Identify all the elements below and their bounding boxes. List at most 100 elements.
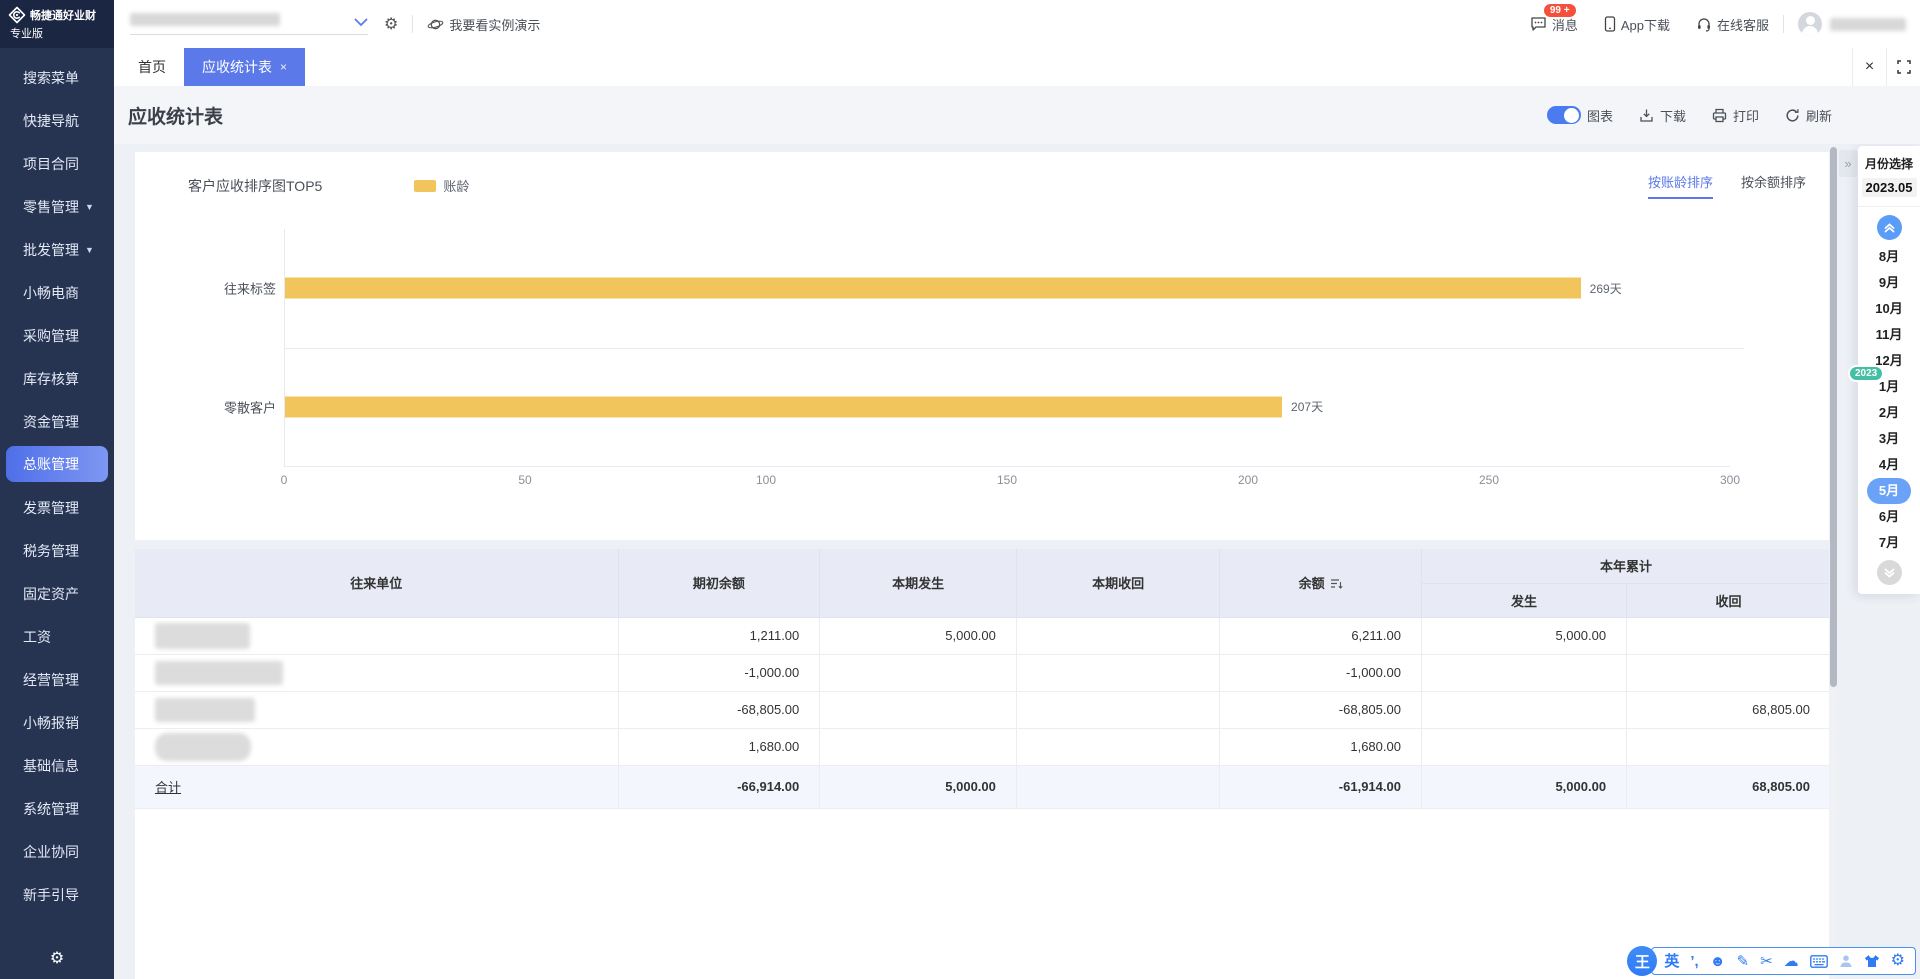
- chart-view-toggle[interactable]: 图表: [1546, 106, 1613, 125]
- unit-name-redacted[interactable]: [135, 653, 619, 692]
- tab-list: 首页 应收统计表 ×: [120, 48, 306, 86]
- ime-logo-icon[interactable]: 王: [1627, 946, 1658, 976]
- col-header-period-received: 本期收回: [1015, 549, 1221, 618]
- sidebar-item-税务管理[interactable]: 税务管理: [23, 542, 79, 559]
- unit-name-redacted[interactable]: [135, 727, 619, 766]
- total-cell: 5,000.00: [819, 764, 1017, 809]
- toggle-on-icon[interactable]: [1546, 106, 1581, 124]
- sidebar-item-项目合同[interactable]: 项目合同: [23, 155, 79, 172]
- org-select[interactable]: [130, 13, 368, 35]
- sidebar-item-小畅报销[interactable]: 小畅报销: [23, 714, 79, 731]
- messages-button[interactable]: 消息 99 +: [1530, 3, 1578, 34]
- table-cell: [819, 727, 1017, 766]
- online-support-button[interactable]: 在线客服: [1696, 15, 1769, 34]
- chart-card: 客户应收排序图TOP5 账龄 按账龄排序 按余额排序 往来标签 269天 零散客户 20…: [135, 152, 1830, 540]
- download-button[interactable]: 下载: [1639, 106, 1686, 125]
- ime-toolbar: 王 英 ’, ☻ ✎ ✂ ☁ ⚙: [1627, 946, 1916, 976]
- sidebar-item-经营管理[interactable]: 经营管理: [23, 671, 79, 688]
- scissors-icon[interactable]: ✂: [1760, 952, 1773, 970]
- expand-panel-chevrons-icon[interactable]: »: [1839, 150, 1857, 177]
- sidebar-item-库存核算[interactable]: 库存核算: [23, 370, 79, 387]
- planet-icon: [427, 17, 444, 32]
- keyboard-icon[interactable]: [1809, 954, 1828, 968]
- cloud-icon[interactable]: ☁: [1783, 952, 1799, 970]
- print-button[interactable]: 打印: [1712, 106, 1759, 125]
- month-item-8月[interactable]: 8月: [1878, 249, 1900, 264]
- sidebar-item-批发管理[interactable]: 批发管理 ▼: [6, 228, 108, 271]
- sidebar-item-基础信息[interactable]: 基础信息: [23, 757, 79, 774]
- bar-往来标签[interactable]: 269天: [285, 277, 1622, 299]
- refresh-button[interactable]: 刷新: [1785, 106, 1832, 125]
- emoji-icon[interactable]: ☻: [1709, 952, 1726, 970]
- sidebar-item-总账管理[interactable]: 总账管理: [6, 446, 108, 482]
- sidebar-item-小畅电商[interactable]: 小畅电商: [23, 284, 79, 301]
- user-avatar[interactable]: [1798, 12, 1822, 36]
- month-item-7月[interactable]: 7月: [1878, 535, 1900, 550]
- table-cell: [1016, 616, 1221, 655]
- settings-gear-icon[interactable]: ⚙: [384, 16, 399, 33]
- sidebar-item-采购管理[interactable]: 采购管理: [23, 327, 79, 344]
- close-tab-icon[interactable]: ×: [1852, 48, 1886, 86]
- messages-count-badge: 99 +: [1543, 3, 1576, 17]
- table-cell: [1016, 727, 1221, 766]
- pencil-icon[interactable]: ✎: [1736, 952, 1750, 970]
- redacted-text: [155, 732, 251, 761]
- ime-punctuation-toggle[interactable]: ’,: [1690, 952, 1699, 970]
- month-item-9月[interactable]: 9月: [1878, 275, 1900, 290]
- sort-tab-按账龄排序[interactable]: 按账龄排序: [1647, 172, 1713, 199]
- ime-settings-gear-icon[interactable]: ⚙: [1890, 952, 1905, 969]
- app-download-button[interactable]: App下载: [1604, 15, 1670, 34]
- sidebar-item-工资[interactable]: 工资: [23, 628, 51, 645]
- sidebar-item-资金管理[interactable]: 资金管理: [23, 413, 79, 430]
- divider: [1783, 15, 1784, 33]
- tab-首页[interactable]: 首页: [138, 59, 166, 75]
- scroll-months-up-icon[interactable]: [1876, 215, 1902, 240]
- chevron-down-icon[interactable]: [354, 18, 368, 27]
- month-item-10月[interactable]: 10月: [1875, 301, 1903, 316]
- unit-name-redacted[interactable]: [135, 616, 619, 655]
- x-tick-label: 150: [996, 473, 1018, 487]
- sort-tab-按余额排序[interactable]: 按余额排序: [1740, 175, 1806, 190]
- chart-title: 客户应收排序图TOP5: [188, 177, 323, 194]
- sort-icon[interactable]: [1330, 578, 1343, 590]
- fullscreen-icon[interactable]: [1886, 48, 1920, 86]
- sidebar-item-搜索菜单[interactable]: 搜索菜单: [23, 69, 79, 86]
- scrollbar-thumb[interactable]: [1830, 147, 1837, 687]
- vertical-scrollbar[interactable]: [1829, 144, 1838, 979]
- sidebar-settings-gear-icon[interactable]: ⚙: [49, 950, 65, 967]
- skin-shirt-icon[interactable]: [1864, 954, 1880, 968]
- sidebar-item-新手引导[interactable]: 新手引导: [23, 886, 79, 903]
- message-bubble-icon: [1530, 16, 1547, 32]
- download-icon: [1639, 108, 1654, 123]
- ime-language-toggle[interactable]: 英: [1664, 952, 1680, 970]
- tab-close-icon[interactable]: ×: [280, 60, 288, 74]
- month-item-1月[interactable]: 1月 2023: [1848, 365, 1911, 400]
- sidebar-item-零售管理[interactable]: 零售管理 ▼: [6, 185, 108, 228]
- unit-name-redacted[interactable]: [135, 690, 619, 729]
- sidebar-item-发票管理[interactable]: 发票管理: [23, 499, 79, 516]
- month-item-12月[interactable]: 12月: [1875, 353, 1903, 368]
- tab-应收统计表[interactable]: 应收统计表 ×: [184, 48, 306, 86]
- month-item-11月[interactable]: 11月: [1875, 327, 1903, 342]
- sidebar-item-快捷导航[interactable]: 快捷导航: [23, 112, 79, 129]
- sidebar-item-固定资产[interactable]: 固定资产: [23, 585, 79, 602]
- sidebar-item-企业协同[interactable]: 企业协同: [23, 843, 79, 860]
- month-item-5月[interactable]: 5月: [1867, 478, 1911, 504]
- col-header-period-incurred: 本期发生: [819, 549, 1017, 618]
- topbar: ⚙ 我要看实例演示 消息 99 +: [114, 0, 1920, 48]
- redacted-text: [155, 622, 250, 649]
- user-icon[interactable]: [1839, 954, 1853, 968]
- scroll-months-down-icon[interactable]: [1876, 560, 1902, 585]
- month-picker-title: 月份选择: [1864, 157, 1913, 171]
- month-item-6月[interactable]: 6月: [1878, 509, 1900, 524]
- total-cell: 5,000.00: [1421, 764, 1628, 809]
- bar-零散客户[interactable]: 207天: [285, 396, 1323, 418]
- month-item-2月[interactable]: 2月: [1878, 405, 1900, 420]
- month-item-4月[interactable]: 4月: [1878, 457, 1900, 472]
- total-label-link[interactable]: 合计: [155, 780, 182, 795]
- sidebar-item-系统管理[interactable]: 系统管理: [23, 800, 79, 817]
- demo-link[interactable]: 我要看实例演示: [427, 15, 540, 34]
- month-item-3月[interactable]: 3月: [1878, 431, 1900, 446]
- redacted-text: [155, 697, 255, 722]
